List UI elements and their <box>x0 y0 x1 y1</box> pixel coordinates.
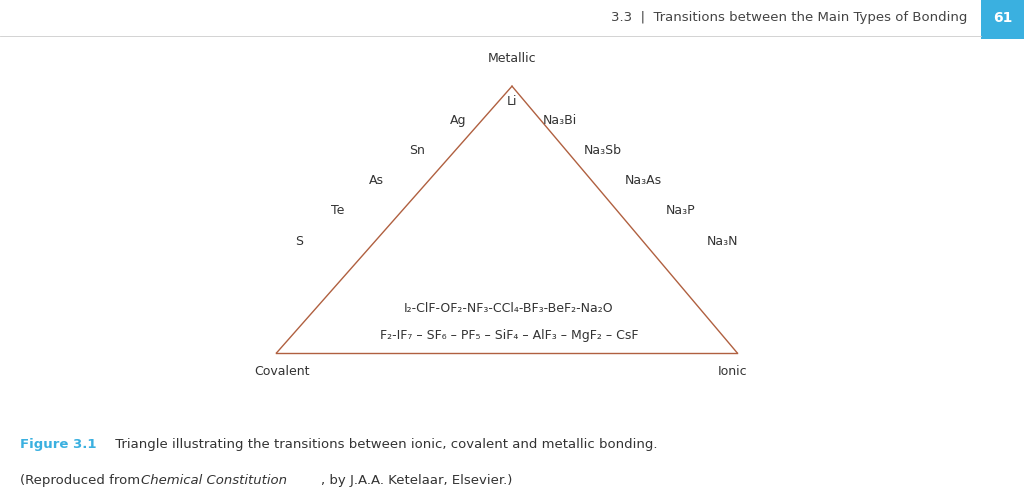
Text: Ag: Ag <box>450 114 466 127</box>
Text: I₂-ClF-OF₂-NF₃-CCl₄-BF₃-BeF₂-Na₂O: I₂-ClF-OF₂-NF₃-CCl₄-BF₃-BeF₂-Na₂O <box>404 302 613 315</box>
Bar <box>981 0 1024 39</box>
Text: Li: Li <box>507 95 517 108</box>
Text: As: As <box>369 174 384 187</box>
Text: , by J.A.A. Ketelaar, Elsevier.): , by J.A.A. Ketelaar, Elsevier.) <box>321 474 512 487</box>
Text: Metallic: Metallic <box>487 52 537 65</box>
Text: Na₃Bi: Na₃Bi <box>543 114 577 127</box>
Text: Chemical Constitution: Chemical Constitution <box>141 474 288 487</box>
Text: Sn: Sn <box>409 144 425 157</box>
Text: Triangle illustrating the transitions between ionic, covalent and metallic bondi: Triangle illustrating the transitions be… <box>111 438 657 451</box>
Text: Figure 3.1: Figure 3.1 <box>20 438 97 451</box>
Text: 61: 61 <box>993 11 1012 25</box>
Text: Covalent: Covalent <box>254 365 309 378</box>
Text: Te: Te <box>331 204 344 217</box>
Text: Na₃Sb: Na₃Sb <box>584 144 622 157</box>
Text: Na₃P: Na₃P <box>666 204 695 217</box>
Text: Ionic: Ionic <box>718 365 746 378</box>
Text: Na₃As: Na₃As <box>625 174 662 187</box>
Text: (Reproduced from: (Reproduced from <box>20 474 144 487</box>
Text: 3.3  |  Transitions between the Main Types of Bonding: 3.3 | Transitions between the Main Types… <box>611 11 968 24</box>
Text: F₂-IF₇ – SF₆ – PF₅ – SiF₄ – AlF₃ – MgF₂ – CsF: F₂-IF₇ – SF₆ – PF₅ – SiF₄ – AlF₃ – MgF₂ … <box>380 329 638 342</box>
Text: Na₃N: Na₃N <box>707 235 738 247</box>
Text: S: S <box>295 235 303 247</box>
